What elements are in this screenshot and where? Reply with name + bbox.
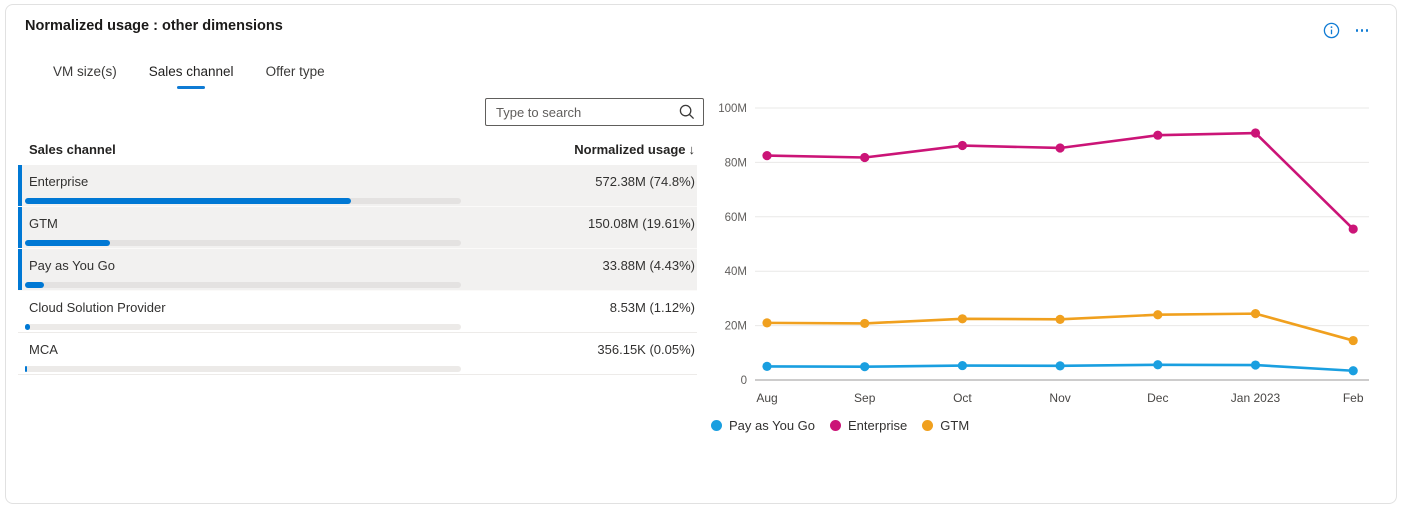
dimension-tabs: VM size(s) Sales channel Offer type <box>51 61 327 89</box>
data-point-pay-as-you-go[interactable] <box>1153 360 1163 370</box>
tab-sales-channel[interactable]: Sales channel <box>147 61 236 89</box>
sales-channel-table: Sales channel Normalized usage ↓ Enterpri… <box>18 134 697 375</box>
active-tab-underline <box>177 86 206 89</box>
data-point-gtm[interactable] <box>762 318 772 328</box>
x-axis-tick-label: Nov <box>1049 391 1070 405</box>
data-point-enterprise[interactable] <box>1250 128 1261 138</box>
table-row[interactable]: GTM 150.08M (19.61%) <box>18 207 697 249</box>
column-header-normalized-usage[interactable]: Normalized usage ↓ <box>574 142 695 157</box>
y-axis-tick-label: 80M <box>725 157 747 169</box>
x-axis-tick-label: Feb <box>1343 391 1364 405</box>
x-axis-tick-label: Jan 2023 <box>1231 391 1281 405</box>
x-axis-tick-label: Aug <box>756 391 777 405</box>
normalized-usage-card: Normalized usage : other dimensions VM s… <box>5 4 1397 504</box>
usage-bar-fill <box>25 240 111 246</box>
selected-row-stripe <box>18 207 22 248</box>
y-axis-tick-label: 20M <box>725 321 747 333</box>
usage-bar-track <box>25 198 461 204</box>
tab-vm-sizes[interactable]: VM size(s) <box>53 64 117 79</box>
usage-bar-fill <box>25 198 352 204</box>
legend-item-gtm[interactable]: GTM <box>922 418 969 433</box>
selected-row-stripe <box>18 249 22 290</box>
legend-item-pay-as-you-go[interactable]: Pay as You Go <box>711 418 815 433</box>
data-point-gtm[interactable] <box>1348 335 1358 346</box>
table-row[interactable]: Cloud Solution Provider 8.53M (1.12%) <box>18 291 697 333</box>
usage-bar-track <box>25 366 461 372</box>
table-row[interactable]: Pay as You Go 33.88M (4.43%) <box>18 249 697 291</box>
selected-row-stripe <box>18 165 22 206</box>
y-axis-tick-label: 0 <box>741 375 747 387</box>
search-input[interactable] <box>486 99 679 125</box>
page-title: Normalized usage : other dimensions <box>25 18 283 34</box>
data-point-enterprise[interactable] <box>860 152 870 163</box>
legend-item-enterprise[interactable]: Enterprise <box>830 418 907 433</box>
usage-bar-fill <box>25 324 30 330</box>
x-axis-tick-label: Oct <box>953 391 972 405</box>
data-point-pay-as-you-go[interactable] <box>860 362 870 372</box>
data-point-enterprise[interactable] <box>957 140 967 151</box>
data-point-pay-as-you-go[interactable] <box>762 361 772 371</box>
data-point-pay-as-you-go[interactable] <box>1055 361 1065 371</box>
data-point-gtm[interactable] <box>860 318 870 329</box>
data-point-gtm[interactable] <box>1055 314 1065 324</box>
x-axis-tick-label: Dec <box>1147 391 1168 405</box>
usage-bar-track <box>25 324 461 330</box>
data-point-enterprise[interactable] <box>1153 130 1163 140</box>
data-point-gtm[interactable] <box>957 314 967 324</box>
data-point-enterprise[interactable] <box>762 151 772 161</box>
column-header-sales-channel[interactable]: Sales channel <box>29 142 116 157</box>
data-point-pay-as-you-go[interactable] <box>957 360 967 371</box>
usage-bar-fill <box>25 366 27 372</box>
search-box <box>485 98 704 126</box>
tab-offer-type[interactable]: Offer type <box>265 64 325 79</box>
more-options-icon[interactable] <box>1355 25 1368 36</box>
data-point-pay-as-you-go[interactable] <box>1348 366 1358 376</box>
legend-dot-icon <box>830 420 842 431</box>
search-icon[interactable] <box>679 104 703 120</box>
y-axis-tick-label: 40M <box>725 266 747 278</box>
usage-bar-fill <box>25 282 45 288</box>
data-point-gtm[interactable] <box>1250 309 1261 319</box>
data-point-enterprise[interactable] <box>1055 143 1065 153</box>
table-row[interactable]: MCA 356.15K (0.05%) <box>18 333 697 375</box>
card-header-actions <box>1323 22 1368 39</box>
chart-legend: Pay as You Go Enterprise GTM <box>711 418 969 433</box>
sort-descending-icon: ↓ <box>688 142 696 157</box>
data-point-enterprise[interactable] <box>1348 224 1358 234</box>
y-axis-tick-label: 60M <box>725 212 747 224</box>
usage-line-chart: 100M 80M 60M 40M 20M 0 Aug Sep Oct Nov Dec Jan 2023… <box>718 103 1369 405</box>
legend-dot-icon <box>711 420 722 431</box>
legend-dot-icon <box>922 420 934 431</box>
data-point-gtm[interactable] <box>1153 310 1163 320</box>
table-row[interactable]: Enterprise 572.38M (74.8%) <box>18 165 697 207</box>
usage-bar-track <box>25 282 461 288</box>
data-point-pay-as-you-go[interactable] <box>1250 360 1261 370</box>
usage-bar-track <box>25 240 461 246</box>
y-axis-tick-label: 100M <box>718 103 747 115</box>
table-header: Sales channel Normalized usage ↓ <box>18 134 697 165</box>
info-icon[interactable] <box>1323 22 1340 39</box>
x-axis-tick-label: Sep <box>854 391 876 405</box>
